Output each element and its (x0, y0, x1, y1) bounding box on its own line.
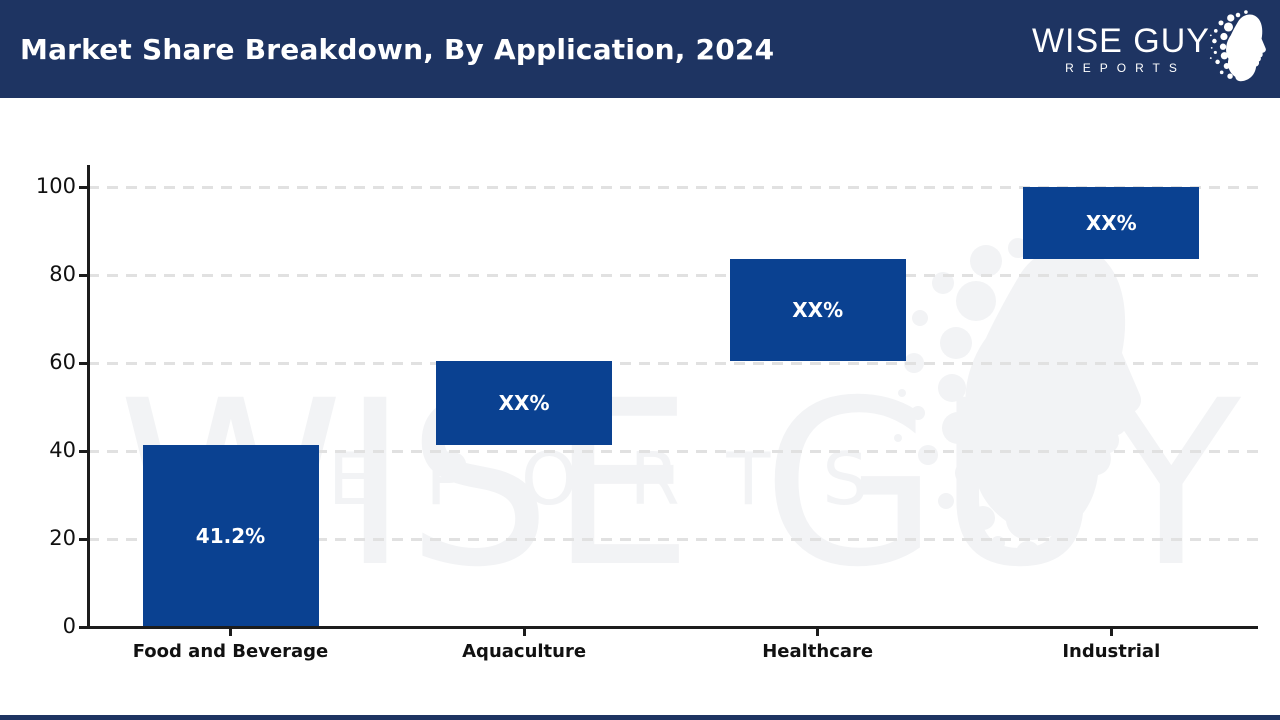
gridline (88, 185, 1258, 189)
watermark-head-icon (894, 227, 1142, 565)
y-axis-tick (79, 449, 88, 453)
brand-name: WISE GUY (1031, 21, 1210, 60)
brand-head-icon (1209, 10, 1266, 82)
bar-aquaculture: XX% (436, 361, 613, 446)
y-axis-tick-label: 60 (49, 349, 76, 374)
bar-value-label: 41.2% (195, 523, 266, 548)
bottom-accent-bar (0, 715, 1280, 720)
x-axis-tick (522, 627, 526, 636)
y-axis-tick-label: 40 (49, 437, 76, 462)
y-axis-tick-label: 100 (35, 173, 76, 198)
y-axis-tick (79, 361, 88, 365)
x-axis-tick (816, 627, 820, 636)
x-axis-line (87, 625, 1258, 629)
x-axis-category-label: Aquaculture (462, 640, 587, 662)
brand-logo-text: WISE GUY REPORTS (1032, 24, 1210, 75)
plot-area: WISE GUY REPORTS 0 20 40 60 80 100 41.2% Food a… (0, 98, 1280, 716)
x-axis-category-label: Food and Beverage (132, 640, 329, 662)
bar-value-label: XX% (792, 298, 844, 323)
y-axis-tick (79, 537, 88, 541)
bar-value-label: XX% (1085, 210, 1137, 235)
y-axis-tick-label: 80 (49, 261, 76, 286)
bar-value-label: XX% (498, 391, 550, 416)
watermark-brand-subtext: REPORTS (226, 437, 921, 521)
brand-logo: WISE GUY REPORTS (1032, 6, 1272, 92)
gridline (88, 449, 1258, 453)
x-axis-tick (229, 627, 232, 636)
brand-subtitle: REPORTS (1065, 60, 1186, 75)
gridline (88, 361, 1258, 365)
y-axis-tick-label: 0 (62, 613, 76, 638)
y-axis-tick-label: 20 (49, 525, 76, 550)
y-axis-line (87, 164, 90, 629)
page-title: Market Share Breakdown, By Application, … (20, 32, 775, 66)
gridline (88, 537, 1258, 541)
bar-food-and-beverage: 41.2% (142, 445, 319, 627)
x-axis-category-label: Healthcare (762, 640, 874, 662)
y-axis-tick (79, 625, 88, 629)
bar-industrial: XX% (1023, 186, 1200, 260)
x-axis-category-label: Industrial (1062, 640, 1161, 662)
bar-healthcare: XX% (729, 259, 906, 362)
y-axis-tick (79, 185, 88, 189)
header: Market Share Breakdown, By Application, … (0, 0, 1280, 98)
x-axis-tick (1109, 627, 1113, 636)
gridline (88, 273, 1258, 277)
y-axis-tick (79, 273, 88, 277)
